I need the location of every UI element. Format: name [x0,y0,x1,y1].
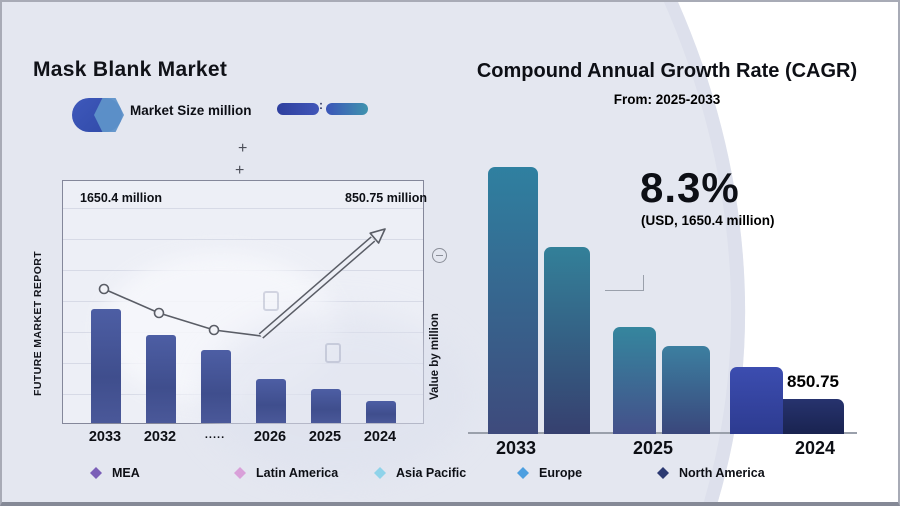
x-axis-label: 2025 [308,429,342,445]
plus-mark-icon: + [235,162,245,179]
x-axis-label: 2026 [253,429,287,445]
value-axis-label: Value by million [429,313,441,401]
corner-bracket-line [605,275,644,291]
ratio-pill-right-icon [326,103,368,115]
legend-item-latin-america: Latin America [234,466,338,480]
legend-diamond-icon [374,467,386,479]
bar-2033 [91,309,121,423]
gridline [63,239,423,240]
ratio-pill-left-icon [277,103,319,115]
legend-item-mea: MEA [90,466,140,480]
legend-item-europe: Europe [517,466,582,480]
annotation-2024-value: 850.75 [787,372,839,391]
trend-line-and-arrow-icon [98,228,386,339]
legend-diamond-icon [90,467,102,479]
bar-2025-2 [662,346,710,434]
cagr-title: Compound Annual Growth Rate (CAGR) [476,60,858,82]
x-axis-label: 2024 [794,438,836,458]
watermark-doc-icon [325,343,341,363]
page-title: Mask Blank Market [33,58,228,81]
bar-2033-1 [488,167,538,434]
bar-2026 [256,379,286,423]
cagr-value: 8.3% [640,164,740,211]
legend-diamond-icon [234,467,246,479]
legend-diamond-icon [517,467,529,479]
bar-2024-2 [783,399,844,434]
bar-2024 [366,401,396,423]
watermark-doc-icon [263,291,279,311]
legend-label: Asia Pacific [396,466,467,480]
bar-2032 [146,335,176,423]
minus-circle-icon [432,248,447,263]
legend-diamond-icon [657,467,669,479]
bar-..... [201,350,231,423]
legend-label: North America [679,466,765,480]
bar-2033-2 [544,247,590,434]
report-watermark-label: FUTURE MARKET REPORT [32,250,44,396]
bar-2025 [311,389,341,423]
gridline [63,208,423,209]
x-axis-label: 2025 [632,438,674,458]
legend-item-north-america: North America [657,466,765,480]
market-size-chart: 1650.4 million 850.75 million [62,180,473,481]
legend-label: Latin America [256,466,339,480]
cagr-period-label: From: 2025-2033 [613,92,721,107]
plus-mark-icon: + [238,140,248,157]
ratio-separator: : [319,98,323,112]
capsule-logo-icon [72,98,124,132]
x-axis-label: ..... [204,429,226,441]
legend-label: MEA [112,466,140,480]
x-axis-label: 2032 [143,429,177,445]
bar-2025-1 [613,327,656,434]
x-axis-label: 2033 [88,429,122,445]
series-label: Market Size million [130,103,252,118]
bar-2024-1 [730,367,783,434]
x-axis-label: 2024 [363,429,397,445]
x-axis-labels: 2033 2032..... 2026 2025 2024 [62,429,424,449]
annotation-end-value: 850.75 million [345,191,427,205]
x-axis-label: 2033 [495,438,537,458]
legend-label: Europe [539,466,583,480]
annotation-start-value: 1650.4 million [80,191,162,205]
cagr-basis-label: (USD, 1650.4 million) [641,213,775,228]
legend-item-asia-pacific: Asia Pacific [374,466,466,480]
